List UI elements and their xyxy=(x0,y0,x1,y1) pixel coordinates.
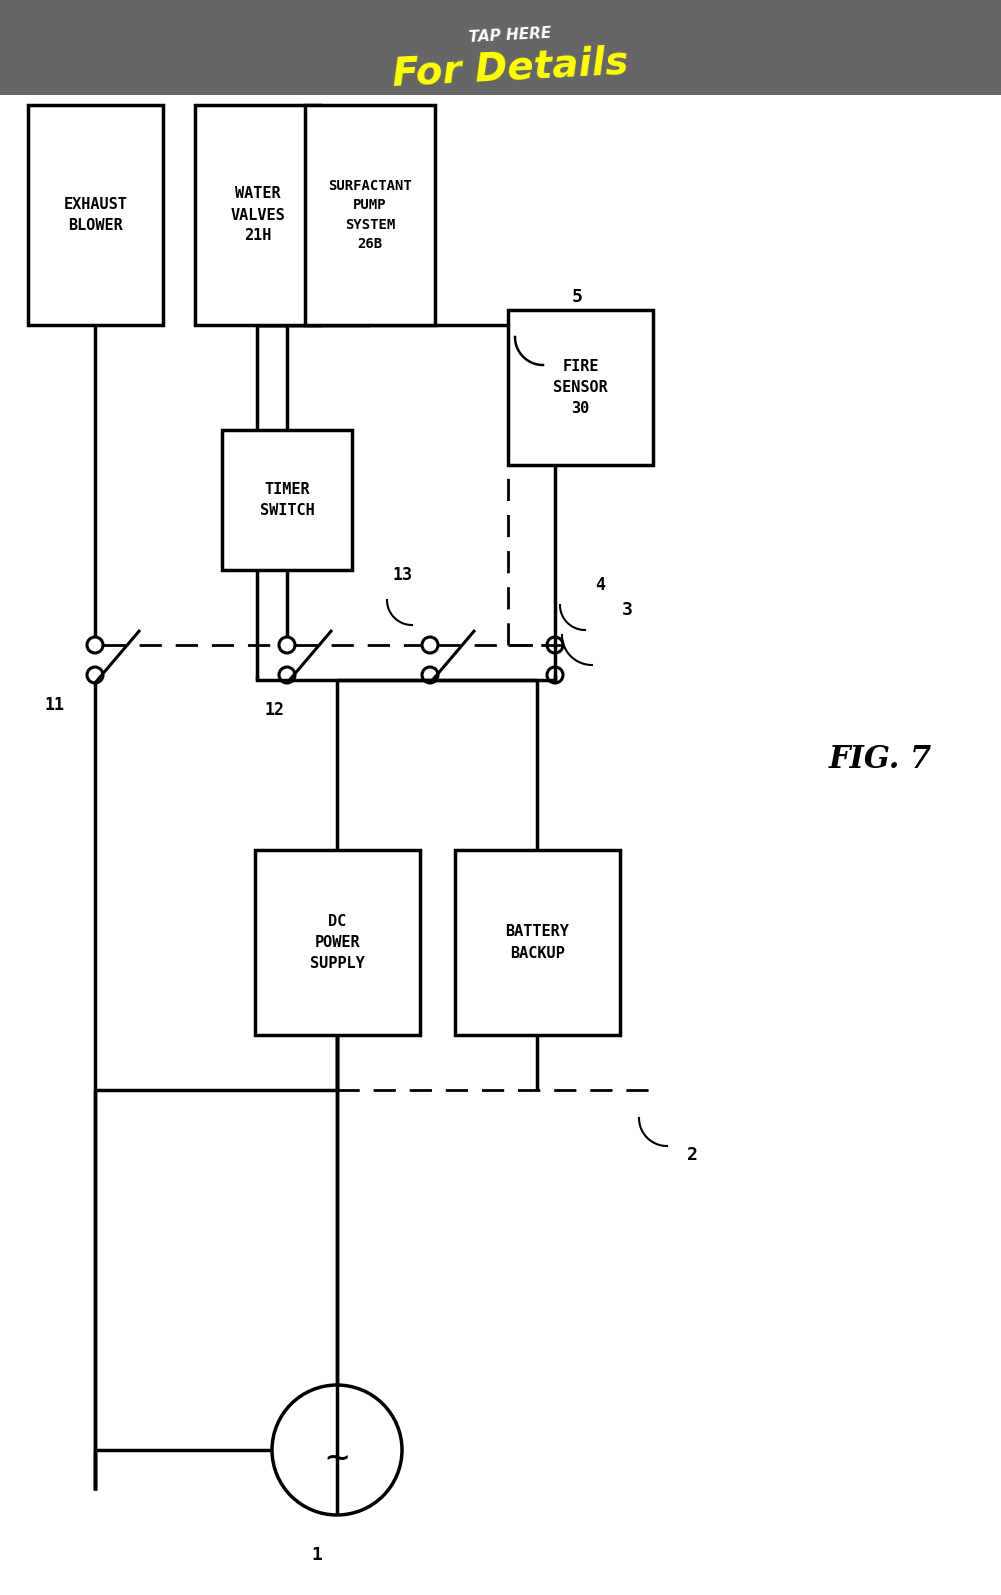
Text: 5: 5 xyxy=(572,289,583,306)
Bar xyxy=(305,105,435,325)
Text: For Details: For Details xyxy=(391,43,630,93)
Text: 4: 4 xyxy=(595,576,605,593)
Text: 3: 3 xyxy=(622,601,633,619)
Text: 1: 1 xyxy=(311,1546,322,1565)
Bar xyxy=(255,850,420,1035)
Bar xyxy=(222,431,352,569)
Text: 13: 13 xyxy=(392,566,412,584)
Bar xyxy=(257,325,555,679)
Text: TIMER
SWITCH: TIMER SWITCH xyxy=(259,482,314,518)
Text: FIG. 7: FIG. 7 xyxy=(829,745,932,775)
Text: 11: 11 xyxy=(45,695,65,715)
Text: ~: ~ xyxy=(325,1439,348,1477)
Text: FIRE
SENSOR
30: FIRE SENSOR 30 xyxy=(554,359,608,416)
Bar xyxy=(0,0,1001,96)
Bar xyxy=(455,850,620,1035)
Text: BATTERY
BACKUP: BATTERY BACKUP xyxy=(506,925,570,960)
Text: WATER
VALVES
21H: WATER VALVES 21H xyxy=(230,187,285,244)
Text: TAP HERE: TAP HERE xyxy=(468,26,553,45)
Bar xyxy=(28,105,163,325)
Bar xyxy=(508,309,653,466)
Text: SURFACTANT
PUMP
SYSTEM
26B: SURFACTANT PUMP SYSTEM 26B xyxy=(328,179,411,252)
Text: EXHAUST
BLOWER: EXHAUST BLOWER xyxy=(63,198,127,233)
Text: DC
POWER
SUPPLY: DC POWER SUPPLY xyxy=(310,914,365,971)
Bar xyxy=(195,105,320,325)
Text: 2: 2 xyxy=(687,1145,698,1164)
Text: 12: 12 xyxy=(265,700,285,719)
